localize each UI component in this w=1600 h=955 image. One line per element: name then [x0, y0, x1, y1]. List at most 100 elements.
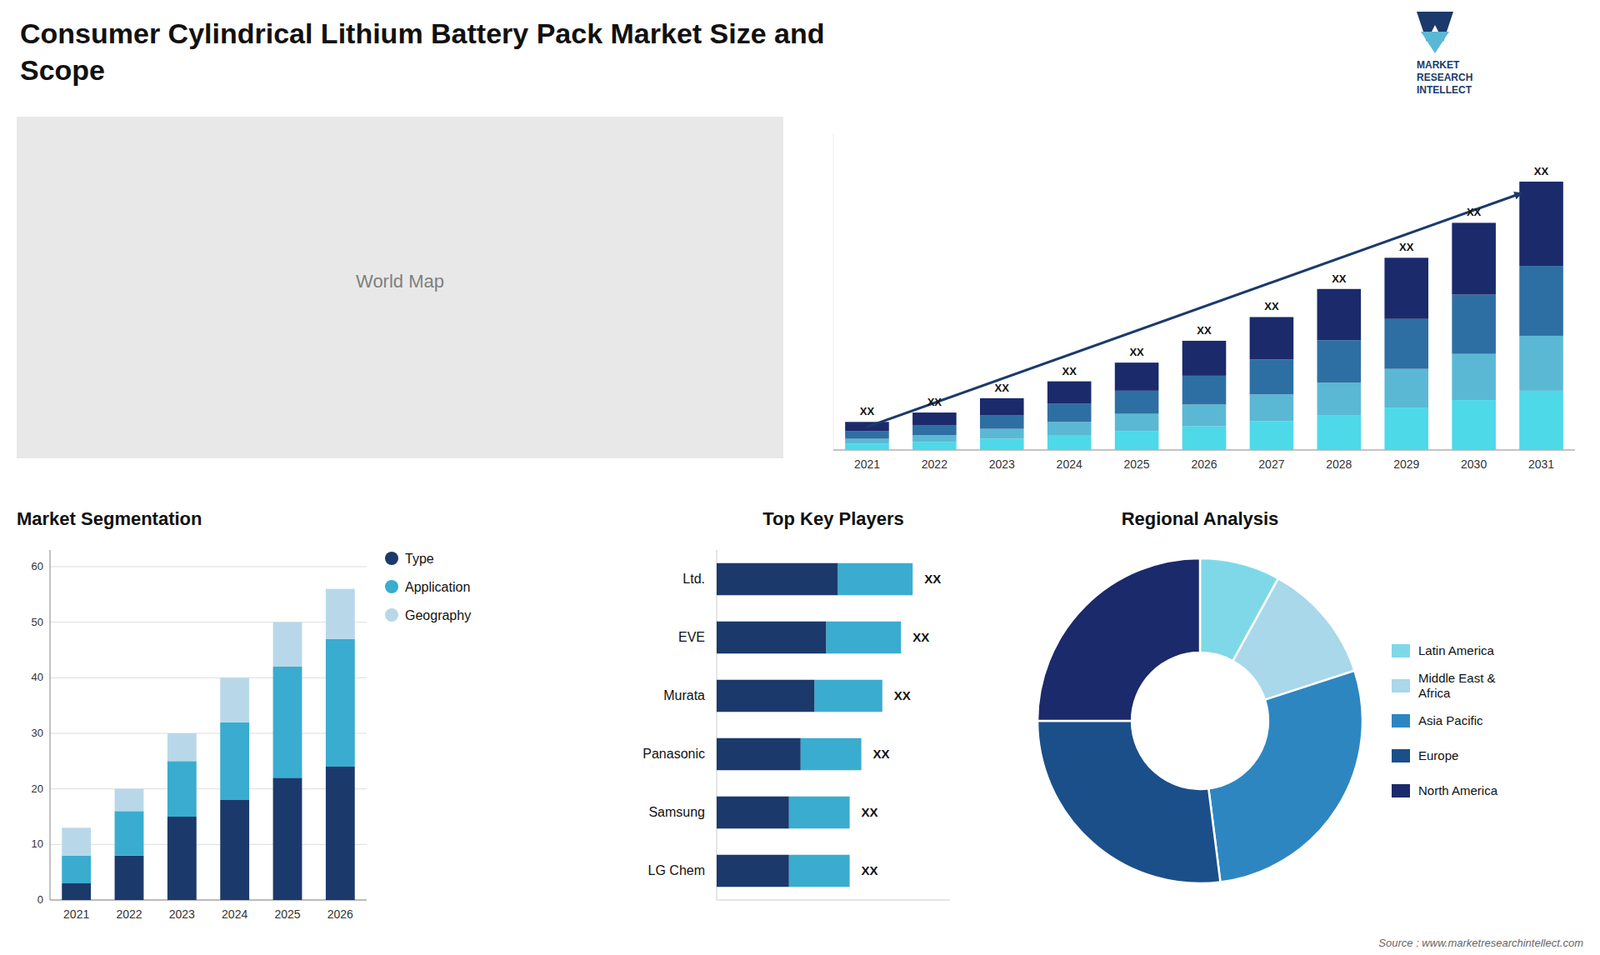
x-axis-line [50, 900, 367, 901]
x-tick-label: 2028 [1325, 457, 1352, 471]
x-tick-label: 2021 [854, 457, 880, 471]
x-tick-label: 2027 [1258, 457, 1285, 471]
bar-segment [815, 680, 883, 713]
legend-label: North America [1418, 783, 1499, 798]
y-tick-label: 0 [37, 893, 44, 906]
legend-label: Type [405, 551, 435, 566]
bar-label: XX [1062, 365, 1078, 378]
bar-segment [716, 563, 839, 596]
x-tick-label: 2030 [1460, 457, 1487, 471]
bar-segment [716, 738, 801, 771]
map-text: World Map [355, 270, 445, 292]
bar-segment [273, 622, 303, 667]
bar-segment [325, 589, 355, 640]
text-line: Scope [20, 54, 105, 86]
bar-segment [1182, 426, 1227, 450]
x-tick-label: 2026 [327, 907, 354, 921]
bar-segment [845, 439, 890, 445]
bar-segment [912, 425, 957, 435]
logo-text: MARKET [1416, 59, 1460, 71]
text-line: Europe [1418, 748, 1459, 763]
chart-title: Market Segmentation [16, 508, 203, 530]
pie-slice [1208, 670, 1363, 883]
bar-segment [845, 444, 890, 450]
legend: TypeApplicationGeography [385, 551, 471, 623]
bar-segment [1519, 390, 1564, 450]
x-tick-label: 2029 [1393, 457, 1420, 471]
pie-slice [1037, 720, 1220, 884]
bar-segment [1115, 431, 1160, 450]
pie-chart: Regional Analysis [1037, 508, 1363, 884]
bar-segment [167, 760, 197, 817]
bar-segment [716, 621, 827, 655]
y-tick-label: EVE [678, 630, 705, 645]
bar-segment [1317, 340, 1362, 383]
y-axis-line [833, 133, 835, 450]
bar-segment [1250, 421, 1295, 450]
page: Consumer Cylindrical Lithium Battery Pac… [0, 0, 1600, 955]
bar-segment [980, 415, 1025, 429]
bar-segment [1519, 265, 1564, 336]
y-tick-label: LG Chem [648, 863, 705, 878]
legend-swatch [1391, 749, 1410, 763]
bar-segment [716, 796, 790, 830]
bar-segment [800, 738, 862, 771]
bar-segment [1519, 335, 1564, 391]
bar-segment [789, 796, 850, 830]
bar-segment [980, 398, 1025, 415]
logo-text: RESEARCH [1416, 71, 1473, 84]
bar-segment [1047, 404, 1092, 423]
text-line: Asia Pacific [1418, 713, 1484, 728]
bar-segment [1519, 181, 1564, 266]
bar-segment [1182, 340, 1227, 376]
bar-segment [115, 789, 145, 812]
y-tick-label: 30 [31, 726, 44, 740]
x-tick-label: 2021 [63, 907, 90, 921]
bar-label: XX [1399, 240, 1415, 254]
x-tick-label: 2025 [274, 907, 300, 921]
legend-swatch [385, 551, 399, 565]
text-line: Consumer Cylindrical Lithium Battery Pac… [20, 17, 825, 50]
bar-label: XX [1196, 324, 1212, 337]
bars [61, 589, 355, 900]
bar-segment [220, 722, 250, 800]
bar-segment [912, 435, 957, 442]
bar-label: XX [924, 571, 941, 586]
bar-segment [325, 639, 355, 767]
bar-segment [980, 429, 1025, 440]
y-tick-label: 10 [31, 837, 44, 850]
x-tick-label: 2025 [1124, 457, 1150, 471]
bar-segment [61, 855, 91, 884]
chart-title: Top Key Players [762, 508, 905, 530]
map-placeholder [16, 116, 784, 459]
x-tick-label: 2026 [1190, 457, 1217, 471]
bar-segment [1451, 222, 1496, 295]
bar-segment [838, 563, 914, 596]
bar-label: XX [860, 405, 875, 418]
y-tick-label: Panasonic [642, 746, 705, 761]
players-chart: Top Key PlayersLtd.EVEMurataPanasonicSam… [642, 508, 950, 900]
text-line: North America [1418, 783, 1499, 798]
bar-segment [61, 827, 91, 855]
chart-title: Regional Analysis [1121, 508, 1280, 530]
bar-label: XX [927, 395, 943, 409]
bar-segment [789, 855, 850, 888]
y-tick-label: 40 [31, 670, 44, 684]
bar-segment [912, 412, 957, 425]
pie-slice [1037, 558, 1200, 721]
x-tick-label: 2022 [921, 457, 948, 471]
bar-segment [1451, 295, 1496, 355]
bar-label: XX [1264, 300, 1280, 313]
x-tick-label: 2023 [989, 457, 1015, 471]
bar-segment [1182, 375, 1227, 405]
bar-segment [716, 680, 815, 713]
bar-segment [1451, 400, 1496, 450]
legend-swatch [1391, 679, 1410, 693]
legend: Latin AmericaMiddle East &AfricaAsia Pac… [1391, 643, 1499, 798]
bar-segment [273, 666, 303, 778]
x-tick-label: 2024 [221, 907, 248, 921]
bar-segment [1250, 359, 1295, 395]
y-tick-label: 50 [31, 615, 44, 629]
y-tick-label: Murata [663, 688, 705, 703]
bar-segment [980, 439, 1025, 450]
